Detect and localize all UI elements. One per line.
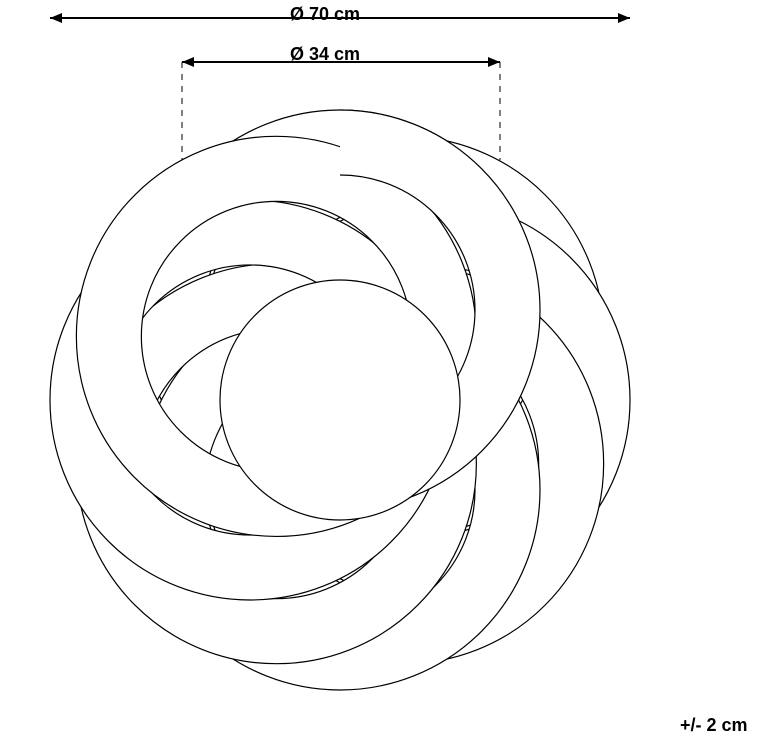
swirl-shape xyxy=(50,110,630,690)
tolerance-label: +/- 2 cm xyxy=(680,715,748,736)
inner-diameter-label: Ø 34 cm xyxy=(290,44,360,65)
outer-diameter-label: Ø 70 cm xyxy=(290,4,360,25)
diagram-svg xyxy=(0,0,759,744)
diagram-container: Ø 70 cm Ø 34 cm +/- 2 cm xyxy=(0,0,759,744)
